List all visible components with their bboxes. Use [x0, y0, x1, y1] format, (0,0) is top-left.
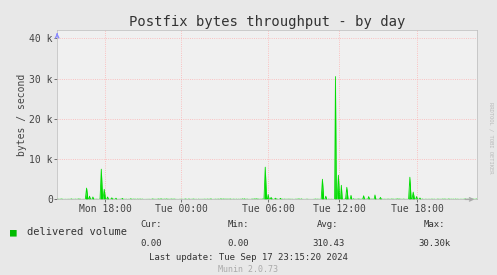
Text: Max:: Max: [424, 220, 446, 229]
Text: 0.00: 0.00 [228, 239, 249, 248]
Text: delivered volume: delivered volume [27, 227, 127, 237]
Text: Cur:: Cur: [141, 220, 163, 229]
Text: Min:: Min: [228, 220, 249, 229]
Text: RRDTOOL / TOBI OETIKER: RRDTOOL / TOBI OETIKER [489, 102, 494, 173]
Text: Avg:: Avg: [317, 220, 339, 229]
Text: ■: ■ [10, 227, 17, 237]
Text: Last update: Tue Sep 17 23:15:20 2024: Last update: Tue Sep 17 23:15:20 2024 [149, 253, 348, 262]
Title: Postfix bytes throughput - by day: Postfix bytes throughput - by day [129, 15, 406, 29]
Text: 0.00: 0.00 [141, 239, 163, 248]
Y-axis label: bytes / second: bytes / second [17, 74, 27, 156]
Text: 310.43: 310.43 [312, 239, 344, 248]
Text: 30.30k: 30.30k [419, 239, 451, 248]
Text: Munin 2.0.73: Munin 2.0.73 [219, 265, 278, 274]
